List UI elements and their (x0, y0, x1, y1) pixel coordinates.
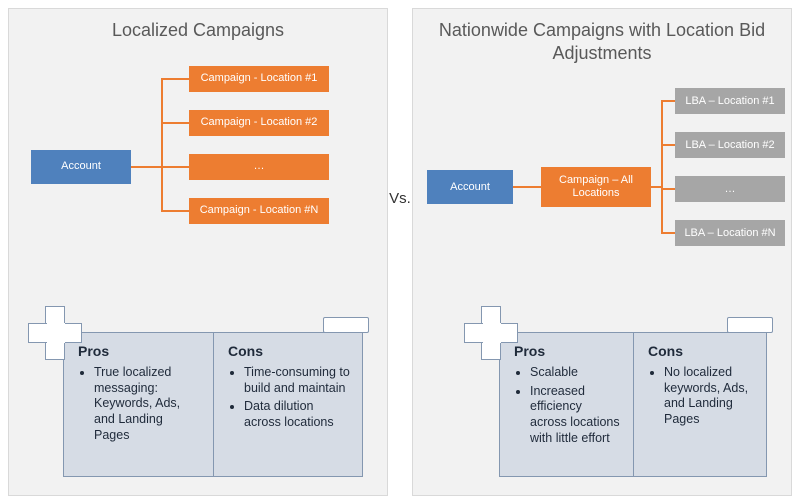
minus-icon (727, 317, 773, 333)
proscons: Pros Scalable Increased efficiency acros… (463, 302, 773, 477)
connector (161, 122, 189, 124)
cons-item: Data dilution across locations (244, 399, 350, 430)
pros-heading: Pros (78, 343, 201, 359)
connector (661, 232, 675, 234)
cons-heading: Cons (648, 343, 754, 359)
panel-title: Nationwide Campaigns with Location Bid A… (413, 9, 791, 70)
cons-column: Cons Time-consuming to build and maintai… (213, 333, 362, 476)
pros-column: Pros True localized messaging: Keywords,… (64, 333, 213, 476)
diagram-nationwide: Account Campaign – All Locations LBA – L… (413, 70, 791, 285)
pros-item: Scalable (530, 365, 621, 381)
pros-item: True localized messaging: Keywords, Ads,… (94, 365, 201, 443)
plus-icon (464, 323, 518, 343)
cons-heading: Cons (228, 343, 350, 359)
connector (661, 144, 675, 146)
connector (161, 78, 189, 80)
minus-icon (323, 317, 369, 333)
campaign-box: … (189, 154, 329, 180)
panel-title: Localized Campaigns (9, 9, 387, 48)
pros-item: Increased efficiency across locations wi… (530, 384, 621, 447)
lba-box: … (675, 176, 785, 202)
vs-label: Vs. (388, 190, 412, 207)
campaign-box: Campaign - Location #1 (189, 66, 329, 92)
proscons-box: Pros True localized messaging: Keywords,… (63, 332, 363, 477)
connector (651, 186, 661, 188)
lba-box: LBA – Location #N (675, 220, 785, 246)
proscons-box: Pros Scalable Increased efficiency acros… (499, 332, 767, 477)
panel-nationwide: Nationwide Campaigns with Location Bid A… (412, 8, 792, 496)
cons-column: Cons No localized keywords, Ads, and Lan… (633, 333, 766, 476)
proscons: Pros True localized messaging: Keywords,… (27, 302, 369, 477)
connector (661, 100, 663, 234)
diagram-localized: Account Campaign - Location #1 Campaign … (9, 48, 387, 278)
cons-item: Time-consuming to build and maintain (244, 365, 350, 396)
panel-localized: Localized Campaigns Account Campaign - L… (8, 8, 388, 496)
connector (161, 210, 189, 212)
pros-column: Pros Scalable Increased efficiency acros… (500, 333, 633, 476)
lba-box: LBA – Location #2 (675, 132, 785, 158)
campaign-all-box: Campaign – All Locations (541, 167, 651, 207)
connector (661, 100, 675, 102)
connector (161, 78, 163, 212)
connector (161, 166, 189, 168)
connector (661, 188, 675, 190)
campaign-box: Campaign - Location #2 (189, 110, 329, 136)
lba-box: LBA – Location #1 (675, 88, 785, 114)
connector (131, 166, 161, 168)
campaign-box: Campaign - Location #N (189, 198, 329, 224)
plus-icon (28, 323, 82, 343)
pros-heading: Pros (514, 343, 621, 359)
account-box: Account (427, 170, 513, 204)
account-box: Account (31, 150, 131, 184)
cons-item: No localized keywords, Ads, and Landing … (664, 365, 754, 428)
connector (513, 186, 541, 188)
